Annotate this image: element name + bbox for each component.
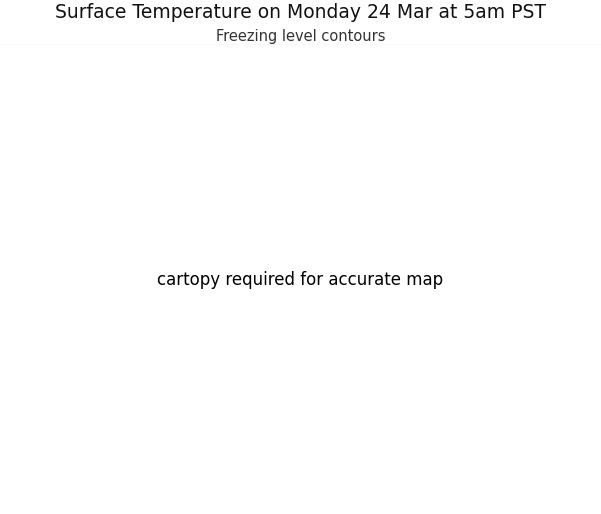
Text: cartopy required for accurate map: cartopy required for accurate map bbox=[157, 270, 444, 289]
Text: Surface Temperature on Monday 24 Mar at 5am PST: Surface Temperature on Monday 24 Mar at … bbox=[55, 3, 546, 22]
Text: Freezing level contours: Freezing level contours bbox=[216, 29, 385, 44]
